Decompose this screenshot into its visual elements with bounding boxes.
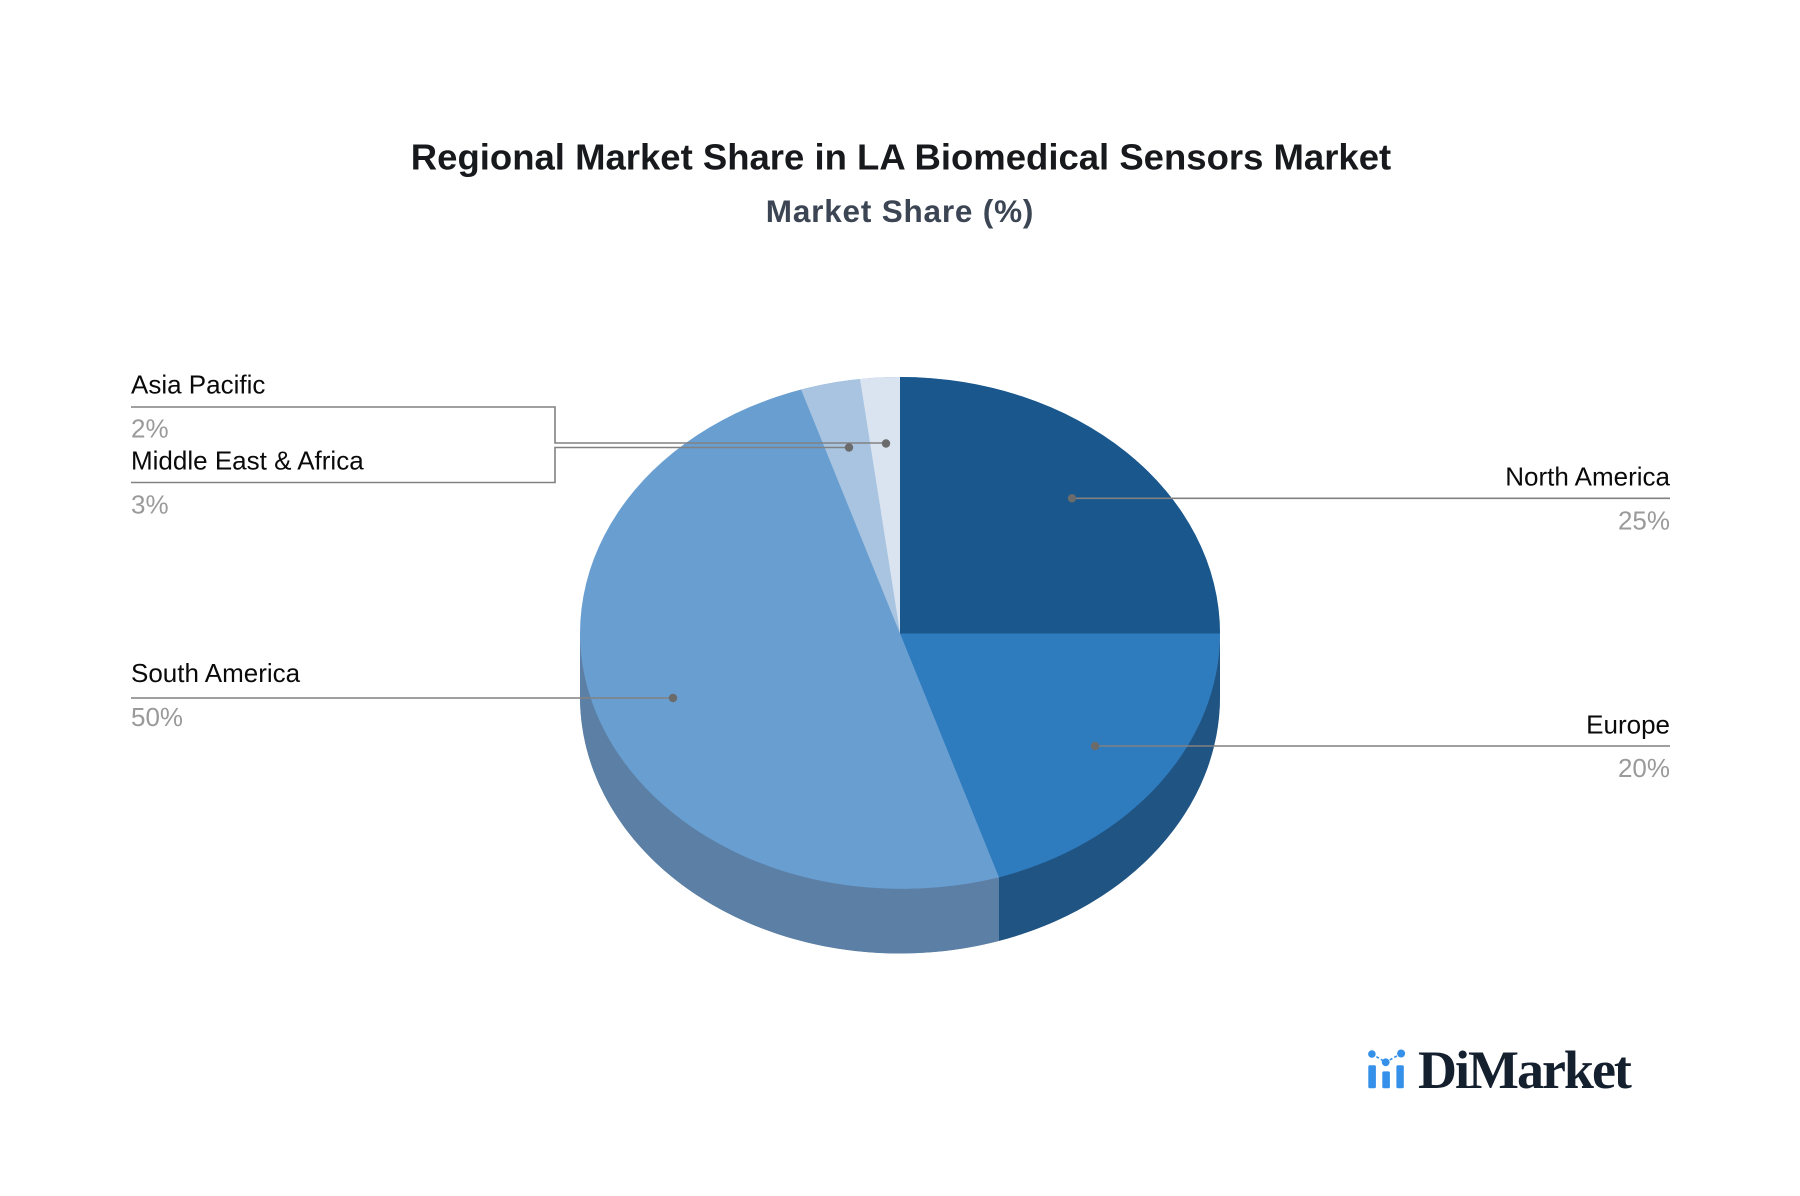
svg-text:Market Share (%): Market Share (%) bbox=[766, 193, 1034, 229]
svg-text:20%: 20% bbox=[1618, 753, 1670, 783]
svg-text:Regional Market Share in LA Bi: Regional Market Share in LA Biomedical S… bbox=[411, 137, 1391, 178]
svg-text:3%: 3% bbox=[131, 489, 169, 519]
svg-text:50%: 50% bbox=[131, 702, 183, 732]
svg-text:Middle East & Africa: Middle East & Africa bbox=[131, 446, 364, 476]
svg-text:South America: South America bbox=[131, 658, 301, 688]
svg-text:Europe: Europe bbox=[1586, 709, 1670, 739]
svg-text:Asia Pacific: Asia Pacific bbox=[131, 370, 265, 400]
svg-text:2%: 2% bbox=[131, 413, 169, 443]
svg-text:DiMarket: DiMarket bbox=[1418, 1040, 1632, 1100]
svg-text:North America: North America bbox=[1505, 462, 1670, 492]
svg-text:25%: 25% bbox=[1618, 506, 1670, 536]
